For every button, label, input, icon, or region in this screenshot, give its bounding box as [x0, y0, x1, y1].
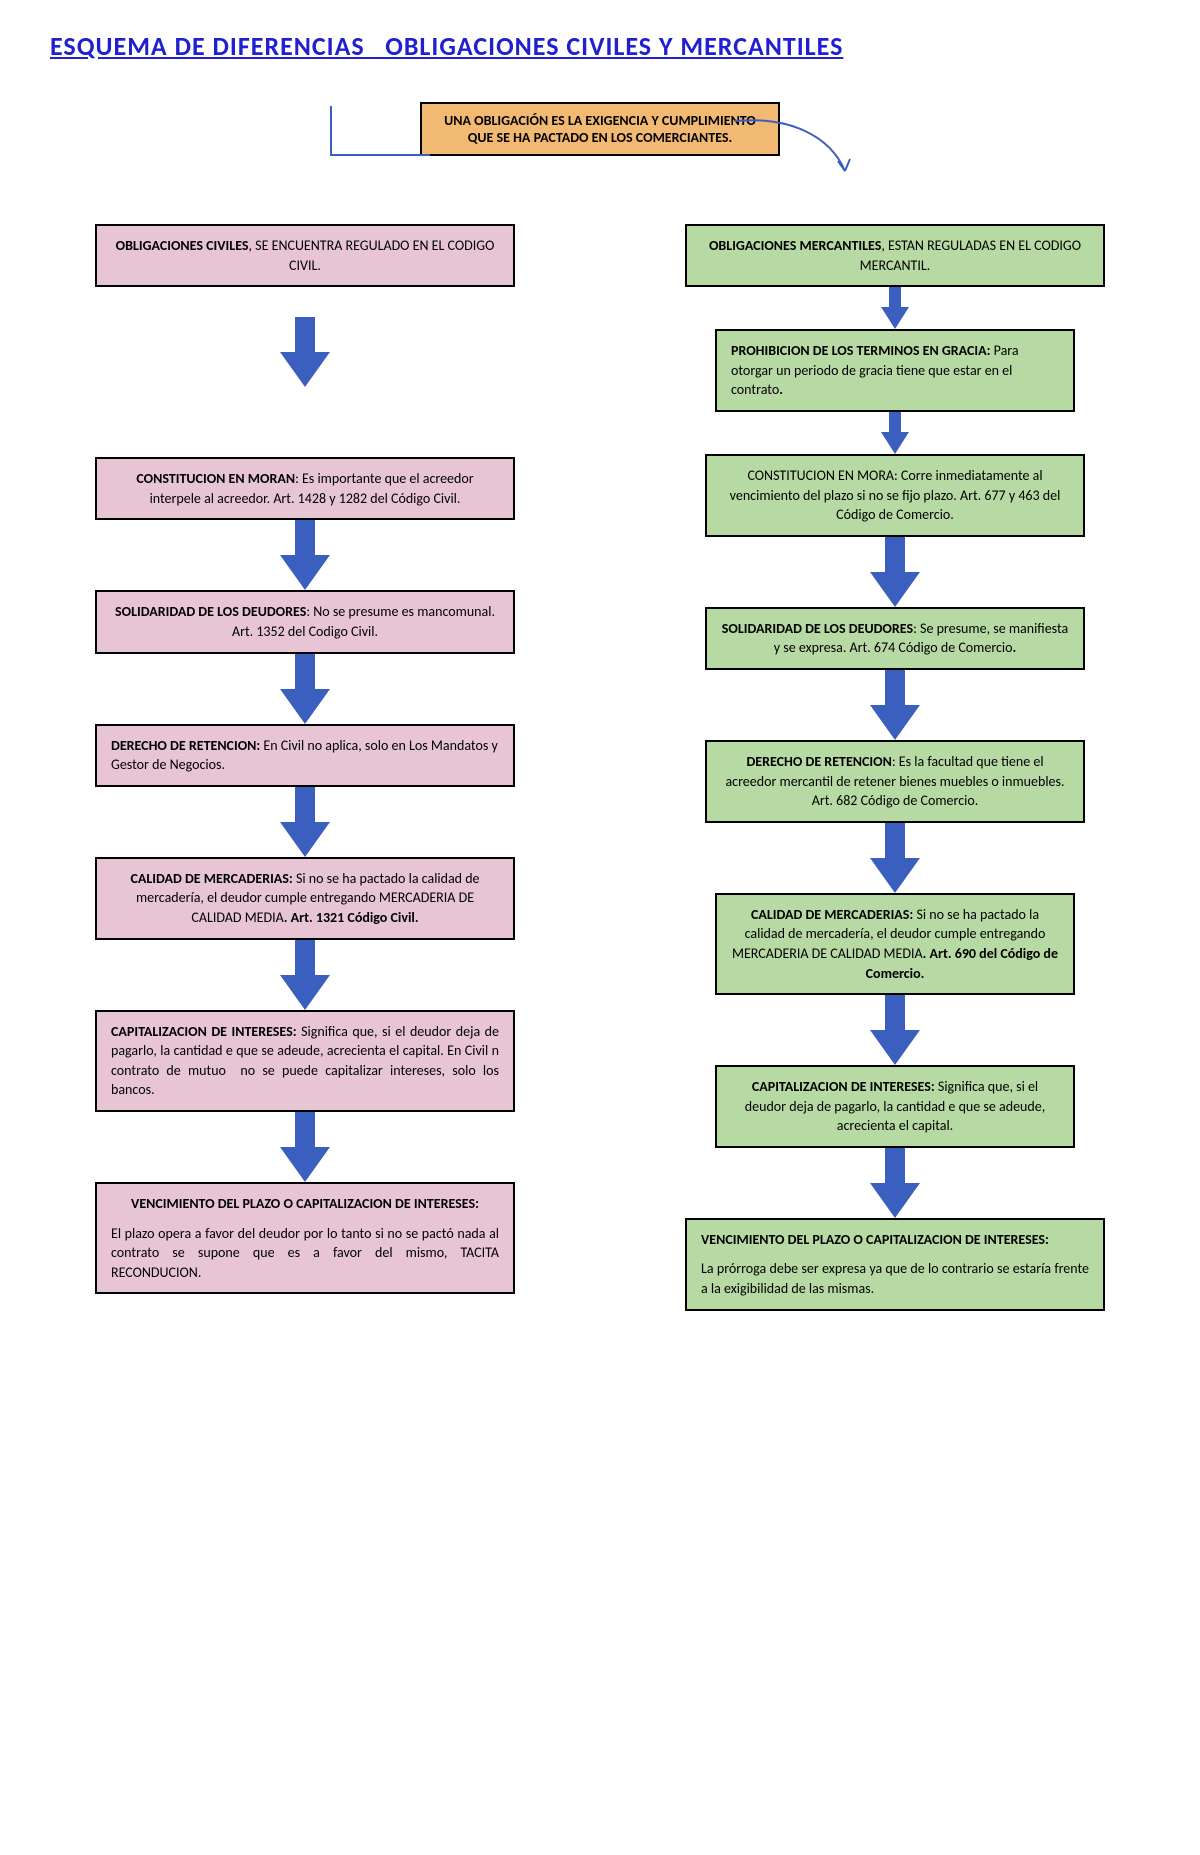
civil-capitalizacion-box: CAPITALIZACION DE INTERESES: Significa q…	[95, 1010, 515, 1112]
page-title: ESQUEMA DE DIFERENCIAS OBLIGACIONES CIVI…	[50, 30, 1150, 62]
arrow-down-icon	[865, 823, 925, 893]
definition-box: UNA OBLIGACIÓN ES LA EXIGENCIA Y CUMPLIM…	[420, 102, 780, 156]
merc-prohibicion-box: PROHIBICION DE LOS TERMINOS EN GRACIA: P…	[715, 329, 1075, 412]
arrow-down-icon	[275, 654, 335, 724]
merc-capitalizacion-box: CAPITALIZACION DE INTERESES: Significa q…	[715, 1065, 1075, 1148]
definition-text: UNA OBLIGACIÓN ES LA EXIGENCIA Y CUMPLIM…	[444, 112, 756, 146]
col-mercantil: OBLIGACIONES MERCANTILES, ESTAN REGULADA…	[640, 224, 1150, 1311]
civil-mora-box: CONSTITUCION EN MORAN: Es importante que…	[95, 457, 515, 520]
merc-header-box: OBLIGACIONES MERCANTILES, ESTAN REGULADA…	[685, 224, 1105, 287]
merc-calidad-box: CALIDAD DE MERCADERIAS: Si no se ha pact…	[715, 893, 1075, 995]
connector-right-curve	[730, 116, 870, 186]
arrow-down-icon	[865, 537, 925, 607]
civil-solidaridad-box: SOLIDARIDAD DE LOS DEUDORES: No se presu…	[95, 590, 515, 653]
arrow-down-icon	[865, 670, 925, 740]
arrow-down-icon	[878, 287, 912, 329]
arrow-down-icon	[275, 940, 335, 1010]
merc-vencimiento-box: VENCIMIENTO DEL PLAZO O CAPITALIZACION D…	[685, 1218, 1105, 1311]
col-civil: OBLIGACIONES CIVILES, SE ENCUENTRA REGUL…	[50, 224, 560, 1311]
arrow-down-icon	[275, 787, 335, 857]
civil-header-box: OBLIGACIONES CIVILES, SE ENCUENTRA REGUL…	[95, 224, 515, 287]
arrow-down-icon	[275, 520, 335, 590]
civil-retencion-box: DERECHO DE RETENCION: En Civil no aplica…	[95, 724, 515, 787]
arrow-down-icon	[878, 412, 912, 454]
columns: OBLIGACIONES CIVILES, SE ENCUENTRA REGUL…	[50, 224, 1150, 1311]
connector-left	[330, 106, 430, 156]
merc-mora-box: CONSTITUCION EN MORA: Corre inmediatamen…	[705, 454, 1085, 537]
arrow-down-icon	[865, 995, 925, 1065]
arrow-down-icon	[275, 287, 335, 417]
civil-vencimiento-box: VENCIMIENTO DEL PLAZO O CAPITALIZACION D…	[95, 1182, 515, 1294]
merc-retencion-box: DERECHO DE RETENCION: Es la facultad que…	[705, 740, 1085, 823]
merc-solidaridad-box: SOLIDARIDAD DE LOS DEUDORES: Se presume,…	[705, 607, 1085, 670]
arrow-down-icon	[275, 1112, 335, 1182]
connectors	[50, 176, 1150, 216]
arrow-down-icon	[865, 1148, 925, 1218]
civil-calidad-box: CALIDAD DE MERCADERIAS: Si no se ha pact…	[95, 857, 515, 940]
